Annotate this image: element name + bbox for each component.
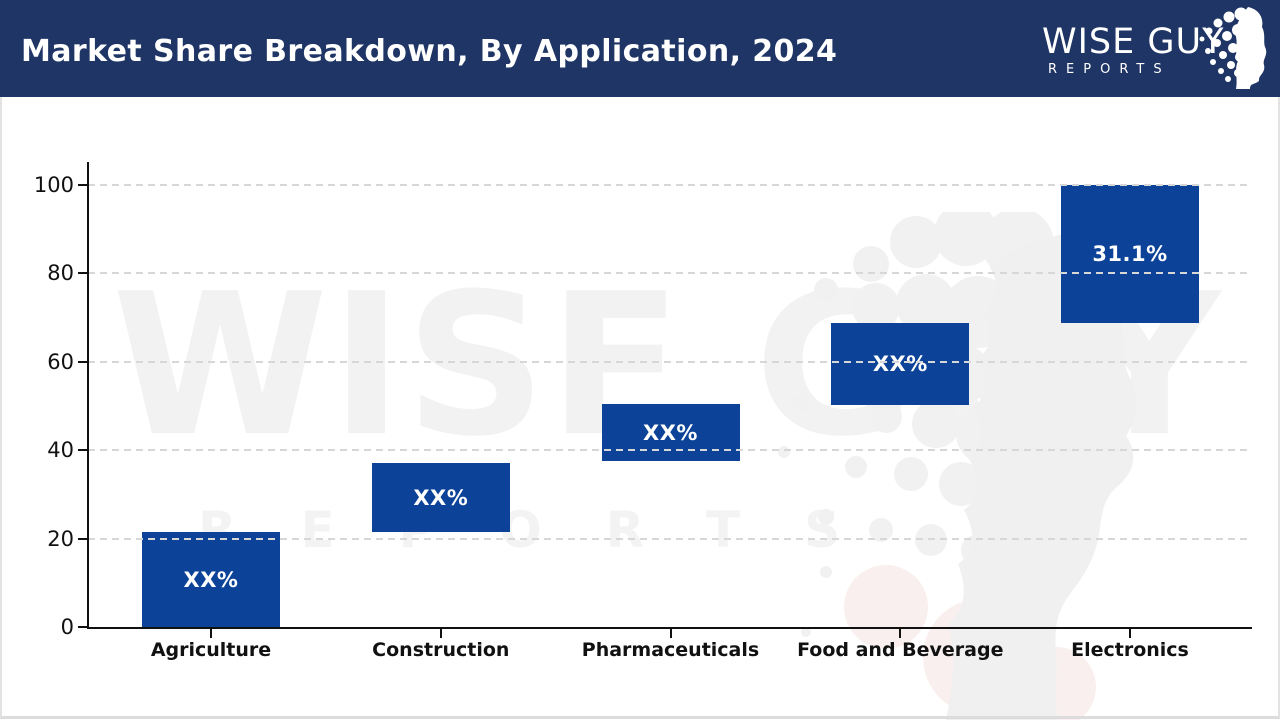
y-axis-spine — [87, 162, 89, 629]
bar-value-label: 31.1% — [1092, 241, 1168, 266]
bar: 31.1% — [1061, 184, 1199, 323]
y-tick-label: 0 — [60, 615, 74, 639]
x-tick — [899, 629, 902, 638]
logo-wordmark: WISE GUY — [1042, 22, 1225, 62]
y-tick — [78, 272, 87, 274]
gridline — [88, 272, 1252, 274]
gridline — [88, 183, 1252, 186]
watermark-subtext: REPORTS — [198, 501, 905, 559]
header: Market Share Breakdown, By Application, … — [0, 0, 1280, 97]
bar-value-label: XX% — [643, 420, 698, 445]
y-tick — [78, 360, 87, 363]
bar: XX% — [831, 322, 970, 405]
bar: XX% — [142, 532, 280, 627]
x-axis-spine — [87, 627, 1252, 629]
y-tick — [78, 626, 87, 628]
logo-subtext: REPORTS — [1048, 62, 1171, 77]
x-tick — [439, 629, 442, 638]
y-tick-label: 100 — [33, 172, 74, 197]
x-tick-label: Food and Beverage — [797, 639, 1004, 661]
x-tick-label: Electronics — [1071, 639, 1189, 661]
y-tick-label: 40 — [47, 438, 74, 462]
y-tick-label: 20 — [47, 526, 74, 551]
y-tick-label: 60 — [47, 349, 74, 374]
bar: XX% — [371, 462, 510, 533]
gridline — [88, 537, 1252, 540]
gridline — [88, 449, 1252, 451]
x-tick — [669, 629, 672, 638]
gridline — [88, 360, 1252, 363]
logo-head-icon — [1199, 7, 1267, 89]
x-tick-label: Pharmaceuticals — [581, 639, 760, 661]
y-tick — [78, 183, 87, 186]
x-tick — [210, 629, 212, 638]
page-title: Market Share Breakdown, By Application, … — [21, 34, 838, 69]
bar-value-label: XX% — [183, 567, 239, 592]
x-tick-label: Agriculture — [150, 639, 272, 661]
y-tick-label: 80 — [47, 261, 74, 285]
y-tick — [78, 537, 87, 540]
bar-value-label: XX% — [872, 351, 928, 376]
y-tick — [78, 449, 87, 451]
bar-value-label: XX% — [413, 485, 469, 510]
x-tick — [1129, 629, 1131, 638]
x-tick-label: Construction — [372, 639, 510, 661]
logo: WISE GUY REPORTS — [1030, 0, 1280, 97]
bar: XX% — [601, 403, 740, 462]
